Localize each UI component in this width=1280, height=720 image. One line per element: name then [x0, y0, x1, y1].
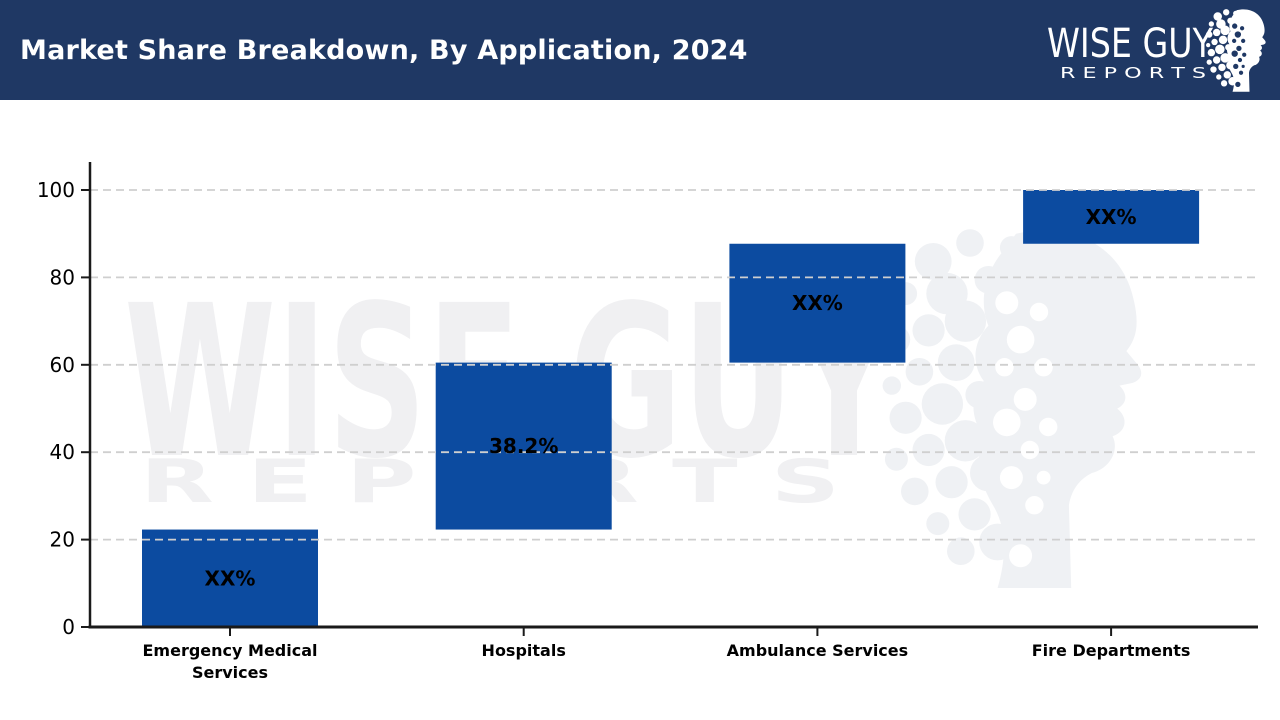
x-tick-label-3-0: Fire Departments	[1032, 641, 1191, 660]
waterfall-chart: XX% 38.2% XX% XX% 0 20 40 60 80 100 Emergency Medi…	[37, 162, 1258, 682]
x-tick-label-0-0: Emergency Medical	[143, 641, 318, 660]
wiseguy-logo: WISE GUY R E P O R T S	[1047, 9, 1266, 92]
bar-value-label-3: XX%	[1086, 205, 1137, 229]
y-tick-label-0: 0	[62, 615, 75, 639]
x-tick-label-1-0: Hospitals	[482, 641, 566, 660]
y-tick-label-40: 40	[50, 440, 75, 464]
chart-canvas: WISE GUY R E P O R T S XX%38.2%XX%XX%020…	[0, 100, 1280, 717]
y-tick-label-80: 80	[50, 265, 75, 289]
y-tick-label-100: 100	[37, 178, 75, 202]
bar-segment-0	[142, 529, 318, 627]
bar-value-label-1: 38.2%	[489, 434, 558, 458]
y-tick-label-60: 60	[50, 353, 75, 377]
y-tick-label-20: 20	[50, 528, 75, 552]
logo-wordmark: WISE GUY	[1047, 21, 1213, 67]
bar-segment-1	[435, 362, 612, 530]
bar-segment-2	[729, 243, 906, 363]
header-bar: Market Share Breakdown, By Application, …	[0, 0, 1280, 100]
x-tick-label-0-1: Services	[192, 663, 268, 682]
bar-value-label-2: XX%	[792, 291, 843, 315]
chart-title: Market Share Breakdown, By Application, …	[20, 34, 748, 66]
x-tick-label-2-0: Ambulance Services	[727, 641, 909, 660]
bar-value-label-0: XX%	[205, 566, 256, 590]
bar-segment-3	[1023, 190, 1200, 244]
logo-subtext: R E P O R T S	[1060, 64, 1206, 82]
logo-head-icon	[1206, 9, 1266, 92]
